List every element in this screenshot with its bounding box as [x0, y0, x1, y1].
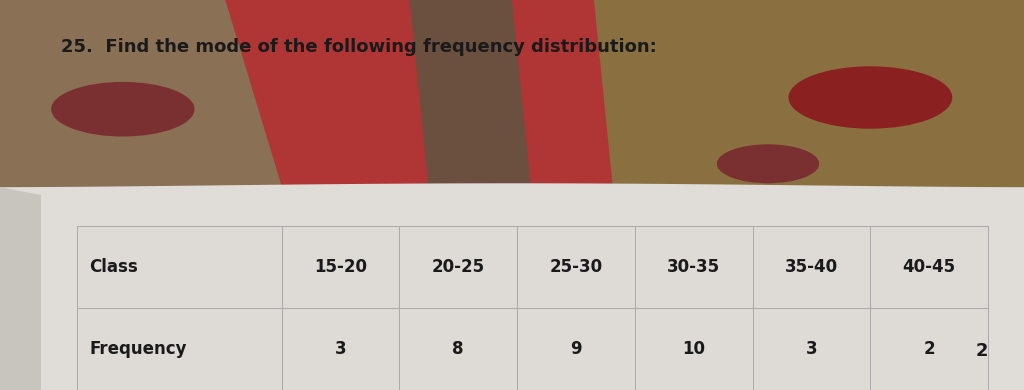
- Text: 8: 8: [453, 340, 464, 358]
- Text: 30-35: 30-35: [668, 258, 720, 276]
- Bar: [0, 0, 1024, 203]
- Text: 15-20: 15-20: [314, 258, 367, 276]
- Bar: [399, 308, 517, 390]
- Bar: [399, 226, 517, 308]
- Text: 25.  Find the mode of the following frequency distribution:: 25. Find the mode of the following frequ…: [61, 38, 657, 56]
- Bar: [870, 308, 988, 390]
- Text: 25-30: 25-30: [550, 258, 602, 276]
- Polygon shape: [0, 0, 287, 203]
- Text: Frequency: Frequency: [89, 340, 186, 358]
- Polygon shape: [594, 0, 1024, 203]
- Bar: [635, 308, 753, 390]
- Text: 9: 9: [570, 340, 582, 358]
- Text: 20-25: 20-25: [432, 258, 484, 276]
- Bar: [282, 226, 399, 308]
- Text: 2: 2: [976, 342, 988, 360]
- Bar: [753, 308, 870, 390]
- Text: 3: 3: [335, 340, 346, 358]
- Circle shape: [717, 144, 819, 183]
- Bar: [517, 308, 635, 390]
- Bar: [870, 226, 988, 308]
- Bar: [753, 226, 870, 308]
- Text: Class: Class: [89, 258, 138, 276]
- Text: 3: 3: [806, 340, 817, 358]
- Bar: [635, 226, 753, 308]
- Circle shape: [51, 82, 195, 136]
- Polygon shape: [0, 187, 41, 390]
- Circle shape: [788, 66, 952, 129]
- Bar: [517, 226, 635, 308]
- Bar: [282, 308, 399, 390]
- Polygon shape: [0, 183, 1024, 390]
- Bar: [77, 226, 282, 308]
- Text: 35-40: 35-40: [785, 258, 838, 276]
- Text: 2: 2: [924, 340, 935, 358]
- Polygon shape: [410, 0, 532, 203]
- Text: 40-45: 40-45: [903, 258, 955, 276]
- Text: 10: 10: [682, 340, 706, 358]
- Bar: [77, 308, 282, 390]
